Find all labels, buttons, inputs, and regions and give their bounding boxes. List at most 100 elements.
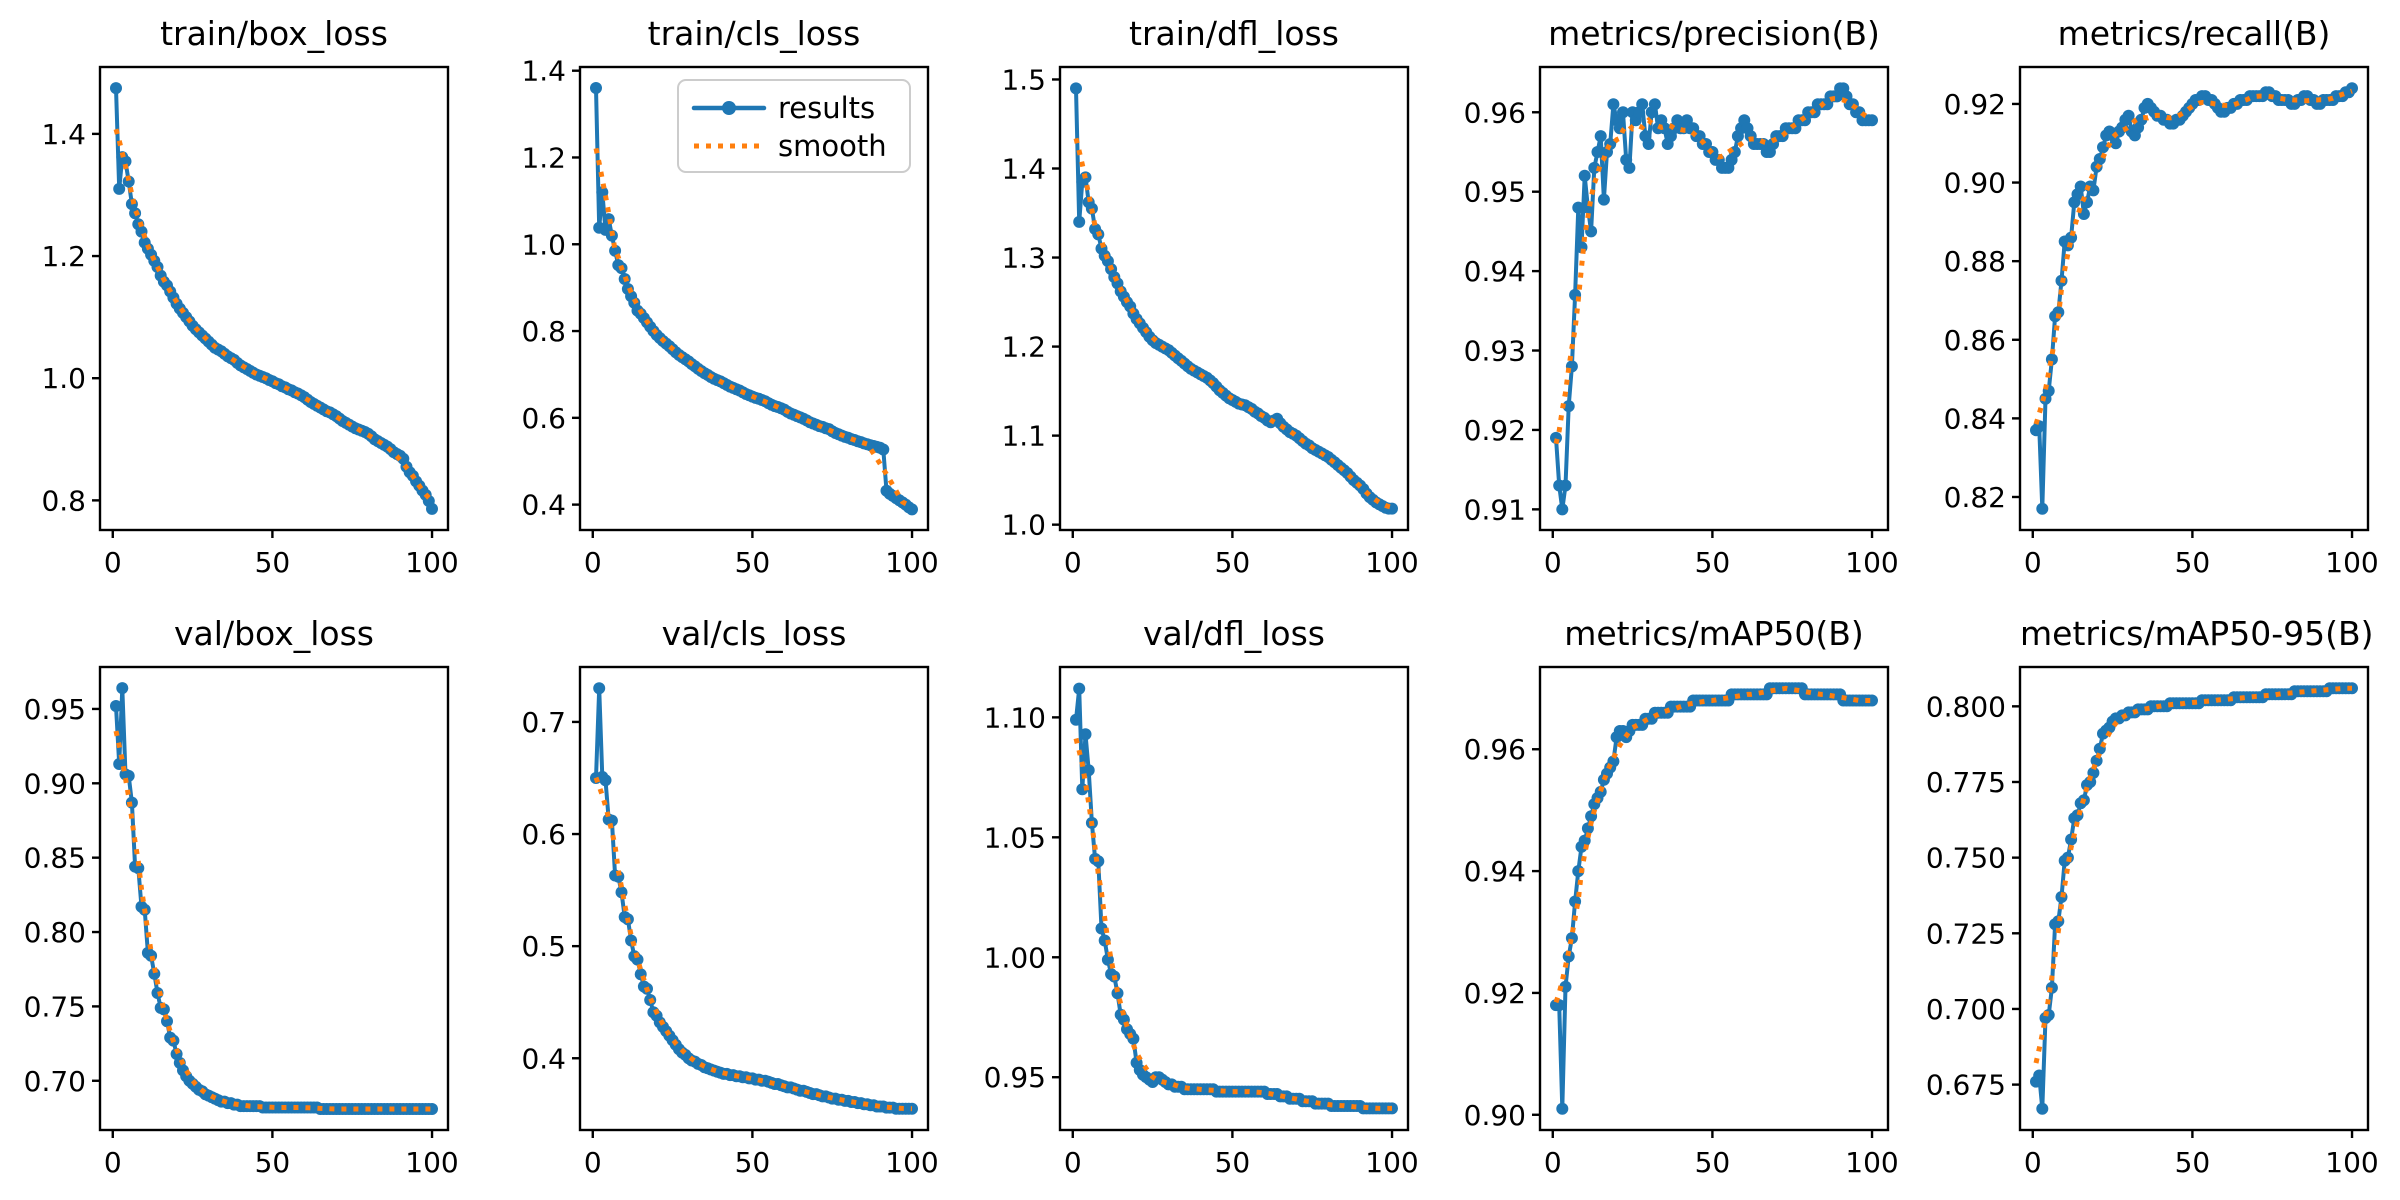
svg-text:0.700: 0.700	[1926, 993, 2006, 1026]
svg-text:0.8: 0.8	[41, 484, 86, 517]
subplot-metrics-recall-b: metrics/recall(B) 0.82 0.84 0.86 0.88 0.90 0.…	[1920, 0, 2400, 600]
svg-text:0.800: 0.800	[1926, 690, 2006, 723]
svg-text:0.93: 0.93	[1464, 335, 1526, 368]
svg-text:1.2: 1.2	[41, 240, 86, 273]
subplot-metrics-precision-b: metrics/precision(B) 0.91 0.92 0.93 0.94 0.9…	[1440, 0, 1920, 600]
svg-text:0.4: 0.4	[521, 489, 566, 522]
subplot-train-box-loss: train/box_loss 0.8 1.0 1.2 1.4 0 50 100	[0, 0, 480, 600]
svg-text:1.1: 1.1	[1001, 420, 1046, 453]
subplot-title-train-box-loss: train/box_loss	[160, 14, 388, 53]
svg-text:0.8: 0.8	[521, 315, 566, 348]
chart-canvas-train-dfl-loss: 1.0 1.1 1.2 1.3 1.4 1.5 0 50 100	[1001, 63, 1418, 579]
svg-text:0.91: 0.91	[1464, 493, 1526, 526]
svg-text:0.750: 0.750	[1926, 842, 2006, 875]
chart-canvas-metrics-recall-b: 0.82 0.84 0.86 0.88 0.90 0.92 0 50 100	[1944, 65, 2379, 579]
svg-text:100: 100	[1845, 1146, 1898, 1179]
svg-text:0: 0	[584, 546, 602, 579]
svg-text:100: 100	[1365, 546, 1418, 579]
svg-text:1.0: 1.0	[1001, 509, 1046, 542]
svg-text:100: 100	[1845, 546, 1898, 579]
subplot-title-metrics-map50-b: metrics/mAP50(B)	[1564, 614, 1864, 653]
svg-text:0.90: 0.90	[24, 767, 86, 800]
svg-text:0: 0	[104, 546, 122, 579]
chart-canvas-val-box-loss: 0.70 0.75 0.80 0.85 0.90 0.95 0 50 100	[24, 665, 459, 1179]
svg-text:100: 100	[2325, 546, 2378, 579]
svg-text:0.75: 0.75	[24, 990, 86, 1023]
svg-text:0.95: 0.95	[984, 1061, 1046, 1094]
chart-canvas-metrics-map50-95-b: 0.675 0.700 0.725 0.750 0.775 0.800 0 50 100	[1926, 665, 2379, 1179]
subplot-title-val-box-loss: val/box_loss	[174, 614, 374, 653]
svg-text:100: 100	[885, 546, 938, 579]
svg-text:1.5: 1.5	[1001, 63, 1046, 96]
svg-text:50: 50	[735, 546, 771, 579]
svg-text:50: 50	[255, 1146, 291, 1179]
svg-text:1.2: 1.2	[1001, 331, 1046, 364]
svg-text:1.4: 1.4	[1001, 153, 1046, 186]
svg-text:0.88: 0.88	[1944, 245, 2006, 278]
svg-text:100: 100	[1365, 1146, 1418, 1179]
svg-text:0.85: 0.85	[24, 842, 86, 875]
subplot-val-box-loss: val/box_loss 0.70 0.75 0.80 0.85 0.90 0.95 0 50…	[0, 600, 480, 1200]
subplot-title-train-dfl-loss: train/dfl_loss	[1129, 14, 1339, 53]
svg-text:50: 50	[255, 546, 291, 579]
svg-text:0: 0	[584, 1146, 602, 1179]
svg-text:0.86: 0.86	[1944, 324, 2006, 357]
subplot-metrics-map50-95-b: metrics/mAP50-95(B) 0.675 0.700 0.725 0.750…	[1920, 600, 2400, 1200]
subplot-title-metrics-precision-b: metrics/precision(B)	[1548, 14, 1880, 53]
svg-text:0.725: 0.725	[1926, 917, 2006, 950]
svg-text:0: 0	[1544, 1146, 1562, 1179]
svg-text:50: 50	[1695, 1146, 1731, 1179]
subplot-val-cls-loss: val/cls_loss 0.4 0.5 0.6 0.7 0 50 100	[480, 600, 960, 1200]
svg-text:0.90: 0.90	[1464, 1099, 1526, 1132]
svg-text:0.4: 0.4	[521, 1042, 566, 1075]
svg-text:0.92: 0.92	[1944, 88, 2006, 121]
svg-text:0.82: 0.82	[1944, 481, 2006, 514]
svg-text:0.96: 0.96	[1464, 96, 1526, 129]
svg-text:0: 0	[1064, 546, 1082, 579]
svg-text:1.2: 1.2	[521, 141, 566, 174]
subplot-train-cls-loss: train/cls_loss 0.4 0.6 0.8 1.0 1.2 1.4 0 50 100 r…	[480, 0, 960, 600]
svg-text:50: 50	[1215, 1146, 1251, 1179]
svg-text:100: 100	[405, 1146, 458, 1179]
svg-text:0.80: 0.80	[24, 916, 86, 949]
chart-canvas-train-box-loss: 0.8 1.0 1.2 1.4 0 50 100	[41, 65, 459, 579]
svg-text:1.0: 1.0	[521, 228, 566, 261]
svg-text:50: 50	[1215, 546, 1251, 579]
svg-text:0.84: 0.84	[1944, 402, 2006, 435]
svg-text:50: 50	[1695, 546, 1731, 579]
svg-text:1.4: 1.4	[521, 55, 566, 88]
svg-text:100: 100	[2325, 1146, 2378, 1179]
svg-text:100: 100	[885, 1146, 938, 1179]
subplot-title-metrics-recall-b: metrics/recall(B)	[2057, 14, 2331, 53]
svg-text:0.96: 0.96	[1464, 733, 1526, 766]
svg-text:smooth: smooth	[778, 129, 887, 163]
svg-text:1.00: 1.00	[984, 941, 1046, 974]
svg-text:0.92: 0.92	[1464, 977, 1526, 1010]
svg-text:0: 0	[1064, 1146, 1082, 1179]
svg-text:0.94: 0.94	[1464, 855, 1526, 888]
subplot-val-dfl-loss: val/dfl_loss 0.95 1.00 1.05 1.10 0 50 100	[960, 600, 1440, 1200]
chart-canvas-val-dfl-loss: 0.95 1.00 1.05 1.10 0 50 100	[984, 665, 1419, 1179]
svg-text:0: 0	[104, 1146, 122, 1179]
svg-text:0.95: 0.95	[24, 693, 86, 726]
chart-canvas-train-cls-loss: 0.4 0.6 0.8 1.0 1.2 1.4 0 50 100 results smooth	[521, 55, 938, 579]
svg-text:1.3: 1.3	[1001, 242, 1046, 275]
svg-text:50: 50	[735, 1146, 771, 1179]
subplot-title-val-dfl-loss: val/dfl_loss	[1142, 614, 1325, 653]
svg-text:0.675: 0.675	[1926, 1069, 2006, 1102]
svg-text:0: 0	[2024, 1146, 2042, 1179]
svg-text:1.05: 1.05	[984, 821, 1046, 854]
subplot-train-dfl-loss: train/dfl_loss 1.0 1.1 1.2 1.3 1.4 1.5 0 50 100	[960, 0, 1440, 600]
svg-text:0: 0	[2024, 546, 2042, 579]
svg-text:results: results	[778, 91, 875, 125]
svg-text:50: 50	[2175, 546, 2211, 579]
chart-canvas-val-cls-loss: 0.4 0.5 0.6 0.7 0 50 100	[521, 665, 939, 1179]
svg-text:0.90: 0.90	[1944, 167, 2006, 200]
svg-text:0.7: 0.7	[521, 706, 566, 739]
subplot-title-train-cls-loss: train/cls_loss	[647, 14, 861, 53]
svg-text:1.4: 1.4	[41, 118, 86, 151]
subplot-title-val-cls-loss: val/cls_loss	[661, 614, 847, 653]
svg-text:0.70: 0.70	[24, 1065, 86, 1098]
svg-text:1.0: 1.0	[41, 362, 86, 395]
